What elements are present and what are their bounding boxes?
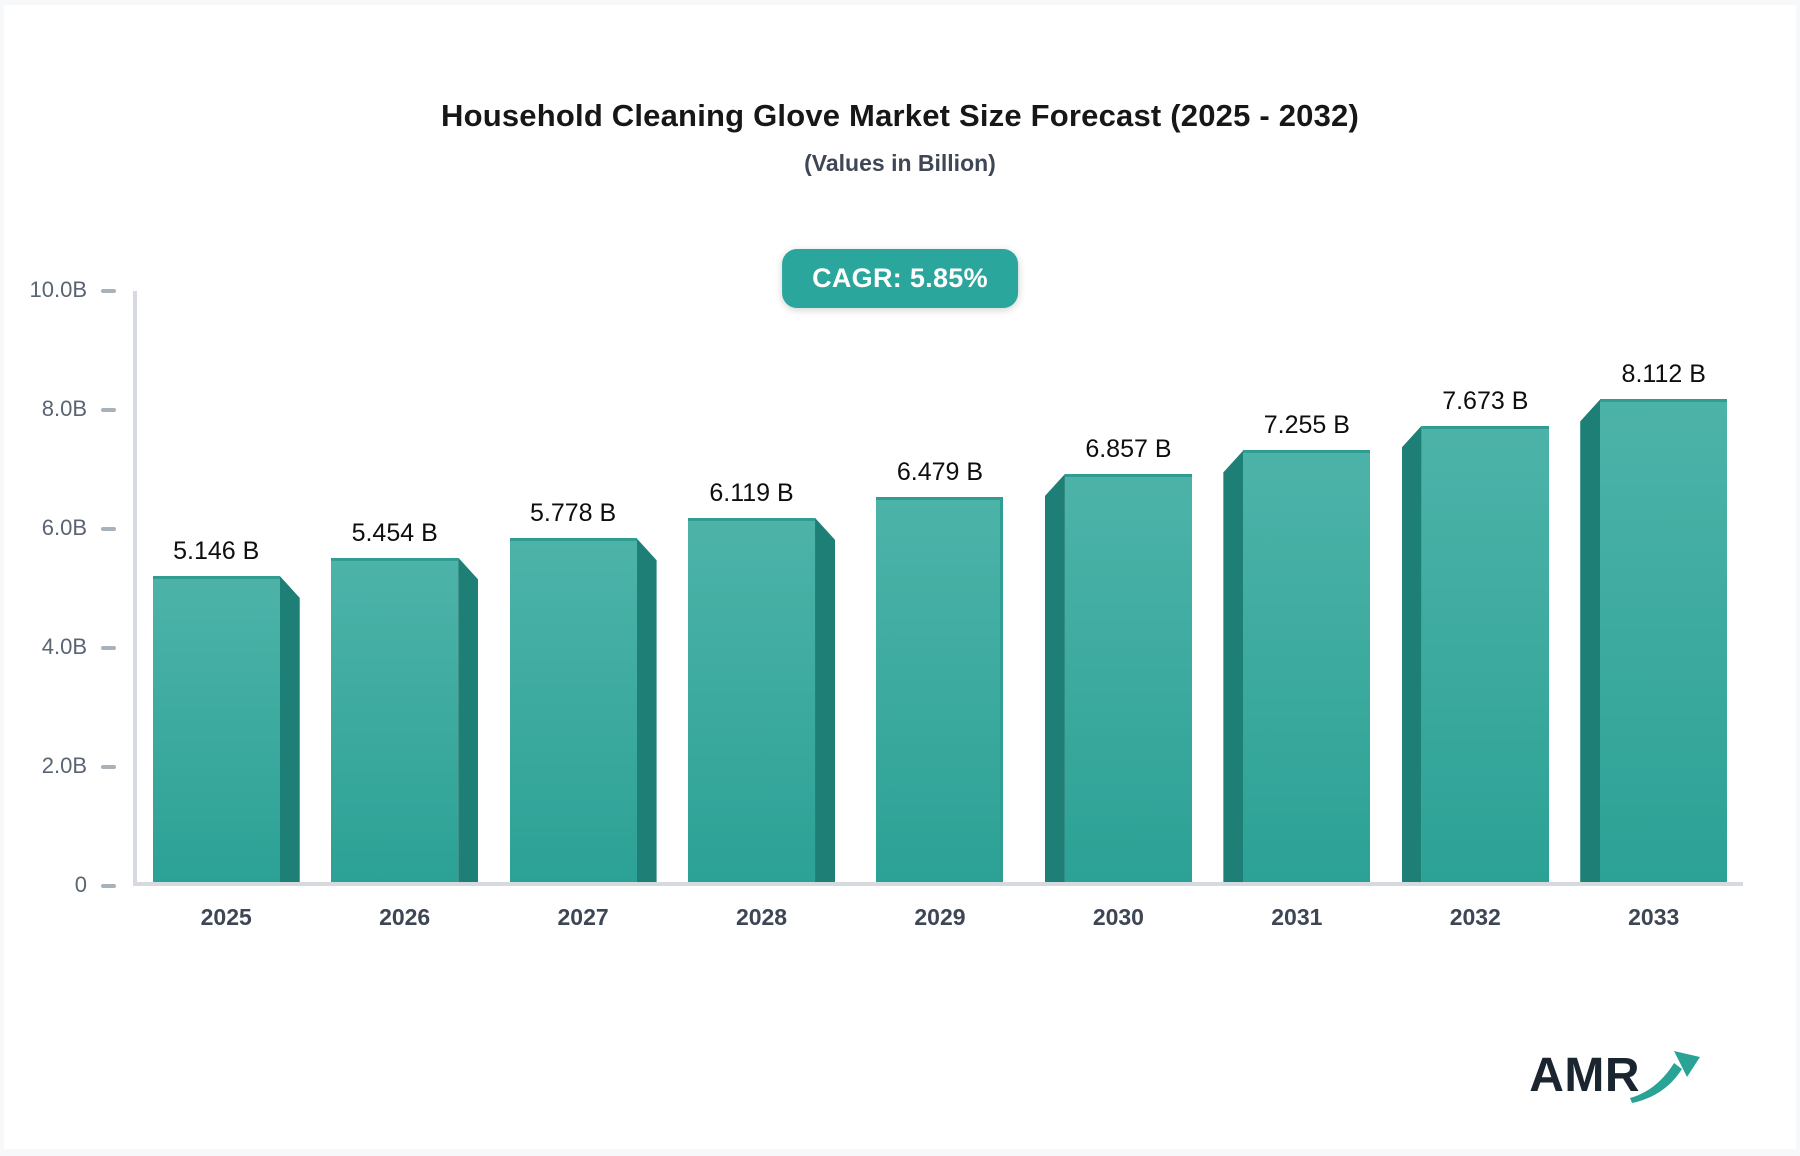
bar-face xyxy=(331,557,459,882)
bar-value-label: 7.255 B xyxy=(1263,411,1350,440)
bar-slot: 5.454 B 2026 xyxy=(315,291,493,930)
bar-side-face xyxy=(279,575,300,882)
amr-logo-arrow-icon xyxy=(1630,1051,1700,1103)
bar-face xyxy=(1600,399,1728,882)
bar-2031: 7.255 B xyxy=(1223,411,1371,882)
bar-side-face xyxy=(1401,425,1422,882)
bar-side-face xyxy=(1580,399,1601,882)
bar-2027: 5.778 B xyxy=(509,499,657,882)
bar-value-label: 5.778 B xyxy=(530,499,617,528)
bar-value-label: 6.479 B xyxy=(896,457,984,486)
y-tick-dash xyxy=(101,527,116,531)
bar-face xyxy=(1243,450,1371,882)
plot-area: 5.146 B 2025 5.454 B 2026 5.778 B 2027 6.119 B… xyxy=(133,291,1743,930)
x-axis-label: 2032 xyxy=(1449,904,1501,930)
bar-slot: 7.673 B 2032 xyxy=(1386,291,1564,930)
bar-slot: 8.112 B 2033 xyxy=(1565,291,1743,930)
bar-slot: 5.778 B 2027 xyxy=(494,291,672,930)
y-tick-dash xyxy=(101,646,116,650)
bar-slot: 6.479 B 2029 xyxy=(851,291,1029,930)
y-tick-dash xyxy=(101,289,116,293)
y-axis: 0 2.0B 4.0B 6.0B 8.0B 10.0B xyxy=(0,277,133,897)
bar-2028: 6.119 B xyxy=(688,479,836,882)
bar-2033: 8.112 B xyxy=(1580,360,1728,882)
bar-face xyxy=(688,517,816,882)
bar-2029: 6.479 B xyxy=(876,458,1004,882)
bar-side-face xyxy=(636,538,657,882)
bar-face xyxy=(1064,474,1192,882)
bar-slot: 7.255 B 2031 xyxy=(1208,291,1386,930)
y-tick-label: 10.0B xyxy=(29,277,88,302)
x-axis-label: 2025 xyxy=(200,904,252,930)
y-tick-label: 0 xyxy=(74,872,87,897)
x-axis-label: 2028 xyxy=(735,904,788,930)
cagr-badge: CAGR: 5.85% xyxy=(782,249,1018,308)
x-axis-label: 2029 xyxy=(914,904,966,930)
x-axis-label: 2027 xyxy=(557,904,609,930)
chart-subtitle: (Values in Billion) xyxy=(804,150,996,176)
bar-face xyxy=(876,496,1004,882)
bar-value-label: 6.119 B xyxy=(709,478,794,507)
x-axis-label: 2030 xyxy=(1092,904,1144,930)
bar-side-face xyxy=(815,517,836,882)
y-tick-dash xyxy=(101,884,116,888)
y-tick-dash xyxy=(101,765,116,769)
bar-slot: 6.857 B 2030 xyxy=(1029,291,1207,930)
amr-logo: AMR xyxy=(1529,1049,1702,1110)
bar-side-face xyxy=(1223,450,1244,882)
bar-side-face xyxy=(458,557,479,882)
y-tick-label: 8.0B xyxy=(41,396,87,421)
y-tick-label: 2.0B xyxy=(41,753,87,778)
bar-value-label: 6.857 B xyxy=(1085,435,1172,463)
y-tick-dash xyxy=(101,408,116,412)
bar-slot: 6.119 B 2028 xyxy=(672,291,850,930)
bar-2030: 6.857 B xyxy=(1044,435,1192,882)
x-axis-label: 2033 xyxy=(1628,904,1680,930)
amr-logo-text: AMR xyxy=(1529,1049,1640,1102)
bar-2032: 7.673 B xyxy=(1401,387,1549,882)
y-tick-label: 6.0B xyxy=(41,515,87,540)
bar-value-label: 8.112 B xyxy=(1621,360,1706,389)
x-axis-label: 2031 xyxy=(1271,904,1323,930)
bar-slot: 5.146 B 2025 xyxy=(137,291,315,930)
y-tick-label: 4.0B xyxy=(41,634,87,659)
bar-2025: 5.146 B xyxy=(152,537,300,882)
bar-2026: 5.454 B xyxy=(331,519,479,882)
bar-face xyxy=(152,575,280,882)
x-axis-label: 2026 xyxy=(379,904,431,930)
bar-face xyxy=(509,538,637,882)
bar-value-label: 5.454 B xyxy=(351,518,438,547)
bar-value-label: 7.673 B xyxy=(1442,386,1529,415)
bar-side-face xyxy=(1044,474,1065,882)
bar-value-label: 5.146 B xyxy=(173,536,260,565)
bar-face xyxy=(1421,425,1549,882)
chart-title: Household Cleaning Glove Market Size For… xyxy=(441,98,1359,133)
